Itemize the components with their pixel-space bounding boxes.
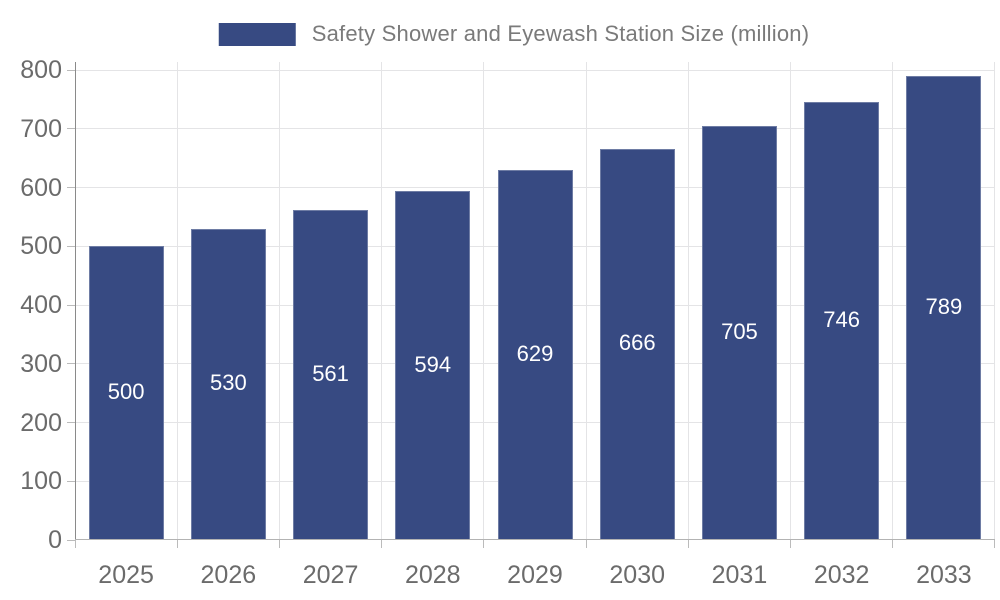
v-gridline xyxy=(381,62,383,540)
y-tick-label: 800 xyxy=(20,56,62,84)
bar: 561 xyxy=(293,210,369,540)
x-axis-tick xyxy=(585,540,587,548)
x-tick-label: 2032 xyxy=(813,561,870,589)
x-tick-label: 2030 xyxy=(609,561,666,589)
x-axis-tick xyxy=(892,540,894,548)
x-axis-tick xyxy=(381,540,383,548)
v-gridline xyxy=(993,62,995,540)
x-axis-tick xyxy=(278,540,280,548)
bar-value-label: 746 xyxy=(823,306,861,332)
legend: Safety Shower and Eyewash Station Size (… xyxy=(218,21,810,47)
bar: 594 xyxy=(395,191,471,540)
y-tick-label: 400 xyxy=(20,291,62,319)
y-axis-tick xyxy=(67,69,75,71)
y-axis-tick xyxy=(67,422,75,423)
y-axis-tick xyxy=(67,480,75,482)
x-axis-line xyxy=(75,539,995,540)
v-gridline xyxy=(176,62,178,540)
y-axis-tick xyxy=(67,304,75,306)
h-gridline xyxy=(75,69,995,71)
v-gridline xyxy=(790,62,792,540)
legend-swatch xyxy=(218,22,296,46)
bar-value-label: 705 xyxy=(721,318,758,344)
y-tick-label: 100 xyxy=(20,467,62,496)
bar-value-label: 789 xyxy=(925,294,963,320)
x-tick-label: 2025 xyxy=(98,561,154,589)
x-axis-tick xyxy=(687,540,689,548)
y-axis-tick xyxy=(67,539,75,541)
bar-value-label: 594 xyxy=(414,351,452,377)
v-gridline xyxy=(687,62,689,540)
x-axis-tick xyxy=(993,540,995,548)
plot-area: 500 530 561 594 629 666 705 746 789 xyxy=(67,62,995,548)
y-axis-line xyxy=(75,62,76,540)
y-tick-label: 600 xyxy=(20,173,62,202)
x-tick-label: 2029 xyxy=(507,561,563,589)
x-axis-tick xyxy=(790,540,792,548)
x-tick-label: 2027 xyxy=(302,561,359,589)
v-gridline xyxy=(278,62,280,540)
bar-value-label: 666 xyxy=(618,330,656,356)
v-gridline xyxy=(892,62,894,540)
y-tick-label: 200 xyxy=(20,408,62,437)
x-tick-label: 2028 xyxy=(404,561,461,589)
bar: 789 xyxy=(906,76,982,540)
bar: 629 xyxy=(497,170,573,540)
y-axis-tick xyxy=(67,363,75,365)
y-tick-label: 700 xyxy=(20,114,62,143)
y-tick-label: 500 xyxy=(20,232,62,261)
x-tick-label: 2031 xyxy=(711,561,768,589)
x-tick-label: 2033 xyxy=(916,561,972,589)
bar-value-label: 629 xyxy=(516,341,554,367)
bar: 746 xyxy=(804,101,880,540)
y-axis-tick xyxy=(67,187,75,188)
bar: 666 xyxy=(599,148,675,540)
bar-value-label: 530 xyxy=(209,370,247,396)
v-gridline xyxy=(483,62,485,540)
bar: 530 xyxy=(190,228,266,540)
y-tick-label: 0 xyxy=(48,526,62,554)
x-axis-tick xyxy=(176,540,178,548)
h-gridline xyxy=(75,128,995,130)
x-tick-label: 2026 xyxy=(200,561,257,589)
bar-value-label: 500 xyxy=(107,379,145,405)
chart-title: Safety Shower and Eyewash Station Size (… xyxy=(311,21,810,46)
bar: 500 xyxy=(88,246,164,540)
x-axis-tick xyxy=(483,540,485,548)
bar-value-label: 561 xyxy=(312,361,349,387)
y-tick-label: 300 xyxy=(20,349,62,378)
v-gridline xyxy=(585,62,587,540)
y-axis-tick xyxy=(67,245,75,247)
bar: 705 xyxy=(701,125,777,540)
y-axis-tick xyxy=(67,128,75,130)
x-axis-tick xyxy=(74,540,76,548)
